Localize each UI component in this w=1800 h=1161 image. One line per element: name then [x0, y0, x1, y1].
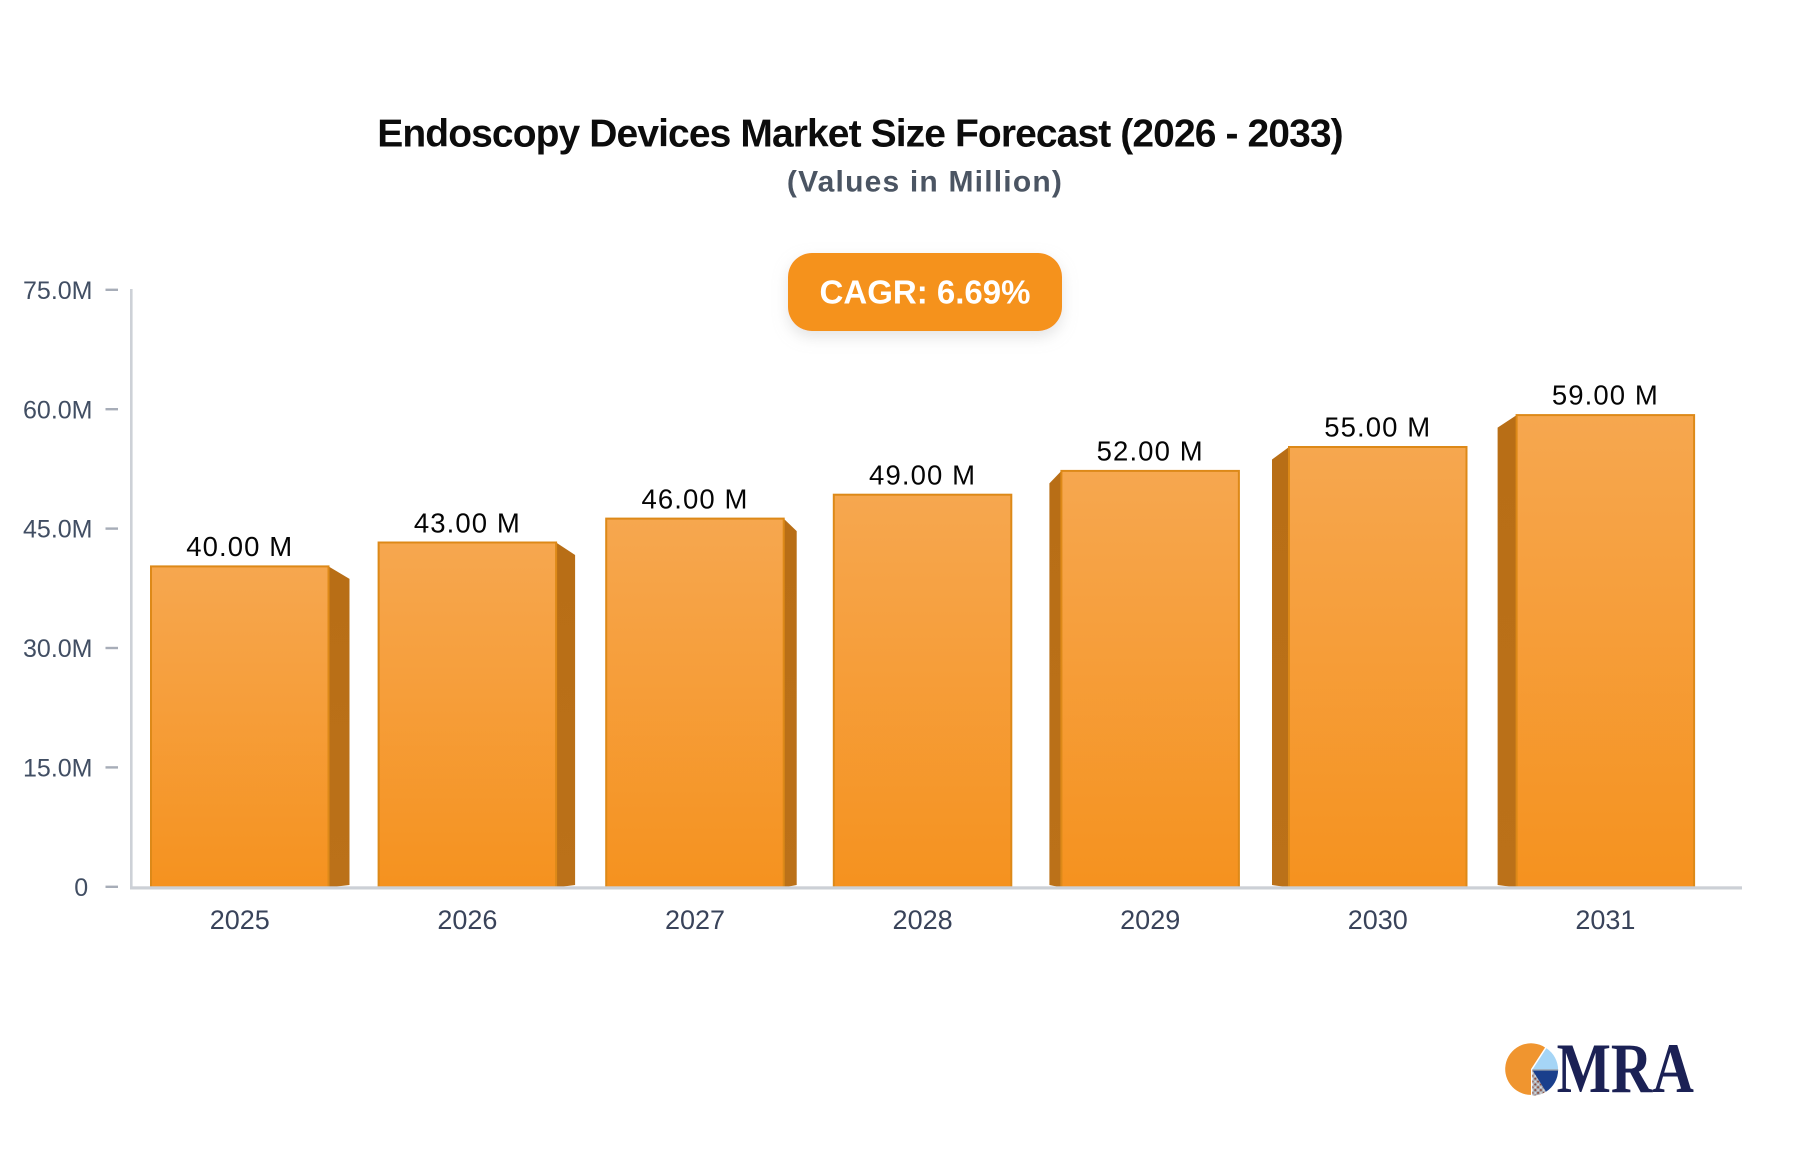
svg-text:40.00 M: 40.00 M: [186, 531, 293, 562]
svg-text:45.0M: 45.0M: [23, 516, 92, 544]
svg-text:43.00 M: 43.00 M: [414, 507, 521, 538]
svg-text:CAGR: 6.69%: CAGR: 6.69%: [820, 274, 1031, 311]
svg-text:2029: 2029: [1120, 905, 1180, 935]
svg-text:2031: 2031: [1575, 905, 1635, 935]
svg-text:60.0M: 60.0M: [23, 396, 92, 424]
svg-text:75.0M: 75.0M: [23, 277, 92, 305]
svg-text:59.00 M: 59.00 M: [1552, 380, 1659, 411]
svg-text:MRA: MRA: [1557, 1028, 1695, 1107]
svg-text:2028: 2028: [893, 905, 953, 935]
svg-text:52.00 M: 52.00 M: [1097, 436, 1204, 467]
svg-text:Endoscopy Devices Market Size: Endoscopy Devices Market Size Forecast (…: [377, 113, 1343, 156]
svg-text:30.0M: 30.0M: [23, 635, 92, 663]
svg-text:2027: 2027: [665, 905, 725, 935]
svg-text:0: 0: [74, 874, 88, 902]
svg-text:46.00 M: 46.00 M: [641, 483, 748, 514]
svg-text:49.00 M: 49.00 M: [869, 459, 976, 490]
svg-text:(Values in Million): (Values in Million): [787, 166, 1063, 199]
svg-text:2026: 2026: [437, 905, 497, 935]
svg-text:15.0M: 15.0M: [23, 755, 92, 783]
svg-text:55.00 M: 55.00 M: [1324, 412, 1431, 443]
svg-text:2030: 2030: [1348, 905, 1408, 935]
svg-text:2025: 2025: [210, 905, 270, 935]
